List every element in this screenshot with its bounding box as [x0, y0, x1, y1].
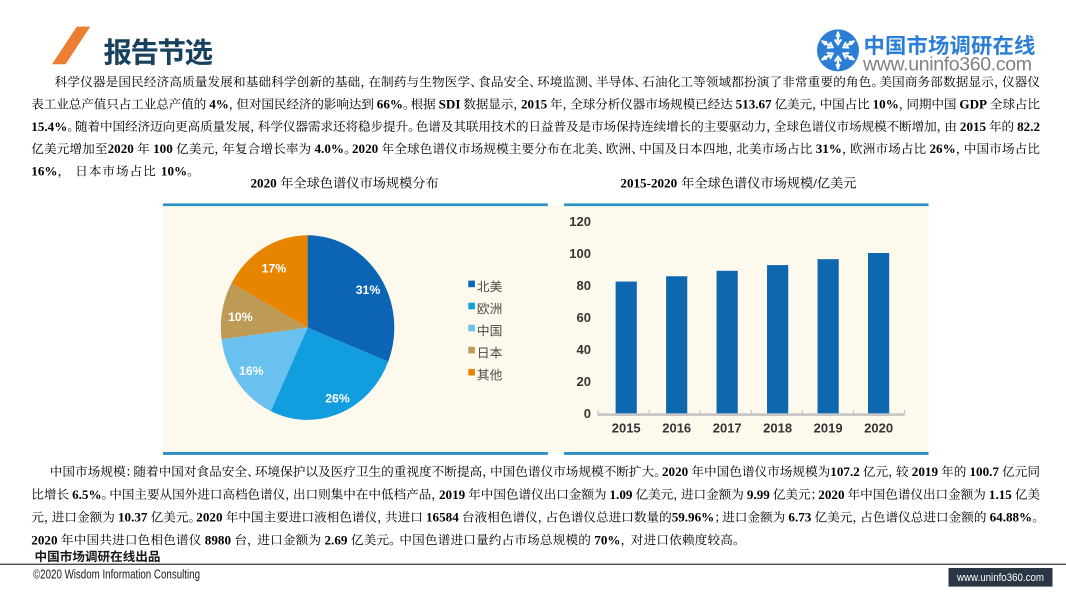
svg-text:GDP: GDP: [959, 97, 987, 112]
svg-text:17%: 17%: [262, 261, 287, 275]
svg-text:26%: 26%: [930, 141, 956, 156]
svg-text:2020: 2020: [864, 420, 893, 435]
svg-text:2019: 2019: [912, 464, 939, 479]
svg-text:40: 40: [577, 342, 591, 357]
svg-text:10%: 10%: [873, 97, 899, 112]
svg-text:60: 60: [577, 310, 591, 325]
svg-text:6.5%: 6.5%: [72, 487, 101, 502]
svg-text:2015: 2015: [960, 119, 987, 134]
svg-text:2019: 2019: [814, 420, 843, 435]
svg-text:59.96%: 59.96%: [672, 510, 715, 525]
svg-text:16584: 16584: [426, 510, 459, 525]
svg-text:16%: 16%: [239, 364, 264, 378]
svg-text:1.09: 1.09: [610, 487, 633, 502]
svg-text:www.uninfo360.com: www.uninfo360.com: [862, 54, 1032, 76]
svg-text:10%: 10%: [161, 164, 187, 179]
svg-text:4%: 4%: [209, 97, 229, 112]
svg-text:107.2: 107.2: [830, 464, 859, 479]
svg-text:26%: 26%: [325, 392, 350, 406]
svg-text:2020: 2020: [662, 464, 689, 479]
svg-text:16%: 16%: [31, 164, 57, 179]
svg-text:66%: 66%: [377, 97, 403, 112]
svg-text:2020: 2020: [818, 487, 845, 502]
svg-text:2020: 2020: [196, 510, 223, 525]
svg-text:2015-2020: 2015-2020: [620, 176, 677, 191]
svg-text:100.7: 100.7: [970, 464, 1000, 479]
svg-text:8980: 8980: [205, 532, 232, 547]
svg-text:0: 0: [584, 406, 591, 421]
svg-text:2018: 2018: [763, 420, 792, 435]
svg-text:2015: 2015: [612, 420, 641, 435]
svg-text:/: /: [812, 176, 817, 191]
svg-text:1.15: 1.15: [989, 487, 1012, 502]
svg-text:20: 20: [577, 374, 591, 389]
svg-text:2019: 2019: [439, 487, 466, 502]
svg-text:64.88%: 64.88%: [990, 510, 1033, 525]
svg-text:SDI: SDI: [439, 97, 461, 112]
svg-text:2020: 2020: [352, 141, 379, 156]
svg-text:4.0%: 4.0%: [315, 141, 344, 156]
svg-text:2017: 2017: [713, 420, 742, 435]
svg-text:70%: 70%: [594, 532, 620, 547]
svg-text:6.73: 6.73: [788, 510, 811, 525]
svg-text:©2020 Wisdom Information Consu: ©2020 Wisdom Information Consulting: [33, 568, 200, 582]
svg-text:10%: 10%: [228, 310, 253, 324]
svg-text:9.99: 9.99: [747, 487, 770, 502]
svg-text:31%: 31%: [356, 283, 381, 297]
svg-text:100: 100: [569, 246, 591, 261]
svg-text:15.4%: 15.4%: [31, 119, 67, 134]
svg-text:2015: 2015: [521, 97, 548, 112]
svg-text:2020: 2020: [31, 532, 58, 547]
svg-text:513.67: 513.67: [736, 97, 772, 112]
svg-text:2016: 2016: [662, 420, 691, 435]
svg-text:2020: 2020: [108, 141, 135, 156]
svg-text:www.uninfo360.com: www.uninfo360.com: [956, 572, 1044, 584]
svg-text:120: 120: [569, 214, 591, 229]
svg-text:100: 100: [153, 141, 173, 156]
svg-text:2020: 2020: [251, 176, 278, 191]
svg-text:82.2: 82.2: [1017, 119, 1040, 134]
svg-text:10.37: 10.37: [118, 510, 148, 525]
svg-text:80: 80: [577, 278, 591, 293]
svg-text:31%: 31%: [816, 141, 842, 156]
svg-text:2.69: 2.69: [325, 532, 348, 547]
